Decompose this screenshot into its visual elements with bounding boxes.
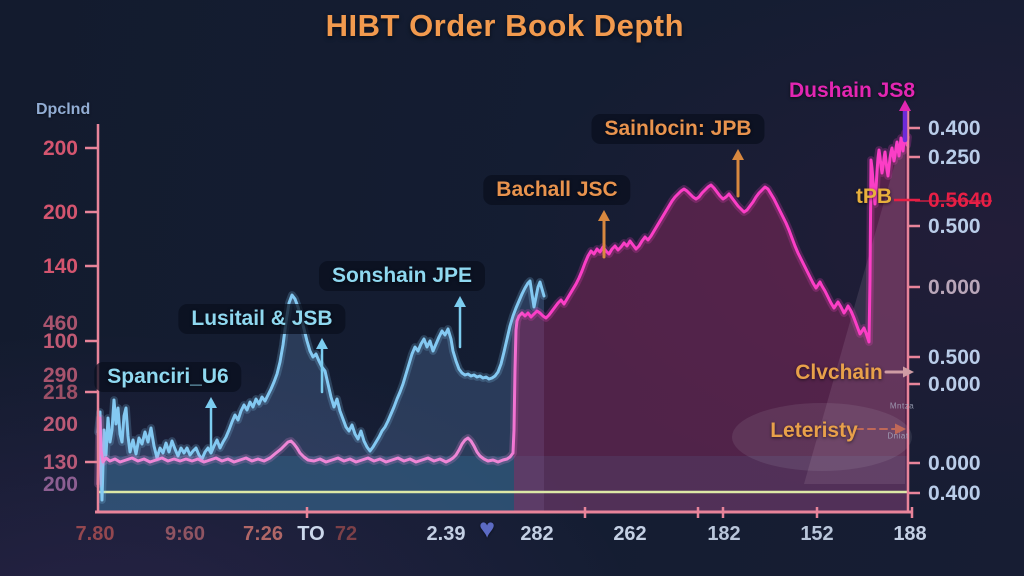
lusitail-jsb-arrow-head	[316, 338, 328, 349]
left-tick-label-6: 218	[43, 381, 78, 404]
left-tick-label-1: 200	[43, 201, 78, 224]
right-tick-label-4: 0.000	[928, 276, 981, 299]
right-tick-label-5: 0.500	[928, 346, 981, 369]
x-tick-label-8: 182	[707, 523, 740, 545]
bachall-jsc-arrow-head	[598, 210, 610, 221]
x-tick-label-2: 7:26	[243, 523, 283, 545]
clvchain-arrow-head	[903, 366, 914, 378]
x-tick-label-6: 282	[520, 523, 553, 545]
x-tick-label-5: 2.39	[427, 523, 466, 545]
left-tick-label-0: 200	[43, 137, 78, 160]
leteristy-arrow-head	[895, 423, 906, 435]
left-tick-label-8: 130	[43, 451, 78, 474]
left-tick-label-4: 100	[43, 330, 78, 353]
x-tick-label-10: 188	[893, 523, 926, 545]
left-tick-label-2: 140	[43, 255, 78, 278]
spanciri-u6-arrow-head	[205, 397, 217, 408]
right-tick-label-0: 0.400	[928, 117, 981, 140]
highlight-shape-0	[804, 128, 905, 484]
blue-depth-line-area	[98, 281, 544, 512]
right-tick-label-3: 0.500	[928, 215, 981, 238]
x-tick-label-4: 72	[335, 523, 357, 545]
dushain-js8-arrow-head	[899, 100, 911, 111]
left-tick-label-7: 200	[43, 413, 78, 436]
right-tick-label-6: 0.000	[928, 373, 981, 396]
x-tick-label-3: TO	[297, 523, 324, 545]
blue-depth-line	[96, 279, 546, 502]
left-tick-label-3: 460	[43, 312, 78, 335]
pink-depth-line	[96, 131, 910, 486]
x-tick-label-9: 152	[800, 523, 833, 545]
x-tick-label-1: 9:60	[165, 523, 205, 545]
sonshain-jpe-arrow-head	[454, 296, 466, 307]
left-tick-label-9: 200	[43, 473, 78, 496]
left-tick-label-5: 290	[43, 364, 78, 387]
highlight-shape-1	[732, 403, 912, 471]
sainlocin-jpb-arrow-head	[732, 149, 744, 160]
pink-depth-line-area	[514, 133, 908, 512]
right-tick-label-7: 0.000	[928, 452, 981, 475]
right-tick-label-8: 0.400	[928, 482, 981, 505]
x-tick-label-7: 262	[613, 523, 646, 545]
x-tick-label-0: 7.80	[76, 523, 115, 545]
right-tick-label-1: 0.250	[928, 146, 981, 169]
